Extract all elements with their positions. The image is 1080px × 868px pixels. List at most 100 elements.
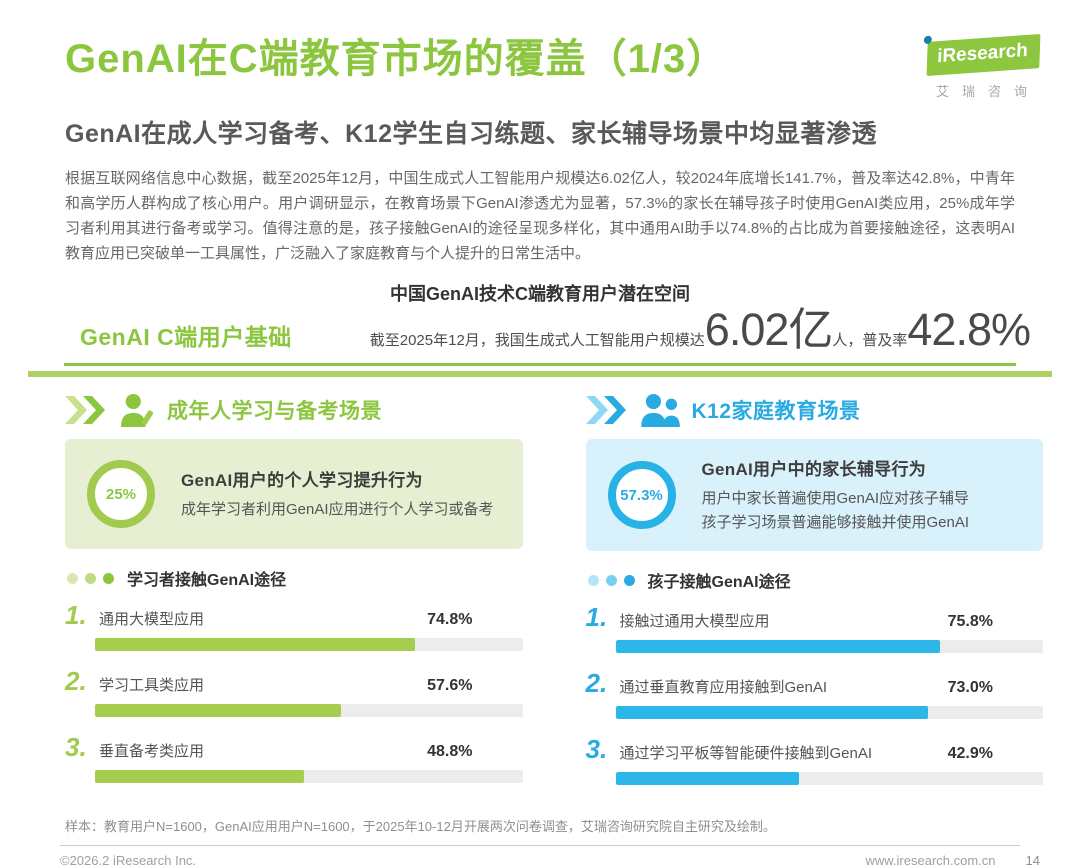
brand-logo: iResearch 艾瑞咨询	[923, 33, 1040, 100]
stat-circle: 57.3%	[607, 461, 676, 529]
item-top: 1. 通用大模型应用 74.8%	[65, 600, 523, 631]
item-value: 73.0%	[947, 679, 993, 696]
item-top: 2. 通过垂直教育应用接触到GenAI 73.0%	[586, 668, 1044, 699]
list-dot-icon	[103, 572, 114, 584]
bar-track	[615, 640, 1043, 653]
double-chevron-icon	[65, 396, 105, 424]
bar-fill	[95, 638, 415, 651]
panel-k12-family: K12家庭教育场景 57.3% GenAI用户中的家长辅导行为 用户中家长普遍使…	[585, 393, 1044, 800]
card-line: 用户中家长普遍使用GenAI应对孩子辅导	[701, 490, 970, 507]
item-value: 57.6%	[427, 677, 473, 694]
item-label: 通过学习平板等智能硬件接触到GenAI	[619, 745, 873, 762]
item-value: 74.8%	[427, 611, 473, 628]
footer-row: ©2026.2 iResearch Inc. www.iresearch.com…	[0, 846, 1080, 868]
item-top: 3. 垂直备考类应用 48.8%	[65, 732, 523, 763]
item-rank: 2.	[585, 668, 608, 698]
item-label: 通用大模型应用	[99, 611, 205, 628]
bar-fill	[95, 704, 342, 717]
logo-dot-icon	[923, 35, 932, 45]
stat-card: 57.3% GenAI用户中的家长辅导行为 用户中家长普遍使用GenAI应对孩子…	[585, 439, 1043, 551]
page-subtitle: GenAI在成人学习备考、K12学生自习练题、家长辅导场景中均显著渗透	[65, 120, 877, 148]
card-text: GenAI用户中的家长辅导行为 用户中家长普遍使用GenAI应对孩子辅导 孩子学…	[702, 455, 1026, 535]
bar-track	[95, 770, 523, 783]
card-text: GenAI用户的个人学习提升行为 成年学习者利用GenAI应用进行个人学习或备考	[181, 466, 505, 522]
adult-learner-icon	[121, 393, 154, 427]
bar-track	[615, 706, 1043, 719]
panel-title: K12家庭教育场景	[691, 400, 861, 423]
list-dot-icon	[85, 572, 96, 584]
double-chevron-icon	[585, 396, 626, 424]
bar-fill	[615, 706, 928, 719]
item-label: 通过垂直教育应用接触到GenAI	[619, 679, 828, 696]
divider-thick	[28, 371, 1052, 377]
item-label: 学习工具类应用	[99, 677, 205, 694]
item-label: 接触过通用大模型应用	[619, 613, 770, 630]
list-header: 学习者接触GenAI途径	[67, 566, 523, 590]
list-dot-icon	[605, 574, 617, 586]
item-value: 75.8%	[947, 613, 993, 630]
item-value: 42.9%	[947, 745, 993, 762]
sample-note: 样本：教育用户N=1600，GenAI应用用户N=1600，于2025年10-1…	[65, 819, 776, 834]
list-header: 孩子接触GenAI途径	[587, 568, 1044, 592]
page-title: GenAI在C端教育市场的覆盖（1/3）	[65, 37, 728, 81]
panel-header: K12家庭教育场景	[585, 393, 1044, 427]
item-top: 1. 接触过通用大模型应用 75.8%	[586, 602, 1044, 633]
chart-title: 中国GenAI技术C端教育用户潜在空间	[389, 284, 690, 304]
list-item: 3. 通过学习平板等智能硬件接触到GenAI 42.9%	[586, 734, 1044, 785]
list-title: 学习者接触GenAI途径	[127, 572, 287, 589]
list-title: 孩子接触GenAI途径	[647, 574, 791, 591]
header-row: GenAI在C端教育市场的覆盖（1/3） iResearch 艾瑞咨询	[0, 0, 1080, 100]
item-rank: 3.	[585, 734, 608, 764]
family-users-icon	[640, 393, 680, 427]
bar-track	[615, 772, 1043, 785]
stat-users-value: 6.02亿	[704, 304, 834, 355]
item-value: 48.8%	[427, 743, 473, 760]
list-item: 1. 接触过通用大模型应用 75.8%	[586, 602, 1044, 653]
item-rank: 1.	[585, 602, 608, 632]
card-title: GenAI用户的个人学习提升行为	[181, 471, 423, 490]
page-number: 14	[1025, 853, 1040, 868]
stat-penetration-value: 42.8%	[907, 304, 1031, 355]
item-top: 3. 通过学习平板等智能硬件接触到GenAI 42.9%	[586, 734, 1044, 765]
stat-prefix: 截至2025年12月，我国生成式人工智能用户规模达	[369, 332, 705, 349]
card-title: GenAI用户中的家长辅导行为	[701, 460, 927, 479]
list-dot-icon	[623, 574, 635, 586]
bar-fill	[615, 640, 940, 653]
list-item: 3. 垂直备考类应用 48.8%	[65, 732, 523, 783]
item-rank: 2.	[65, 666, 87, 696]
card-line: 成年学习者利用GenAI应用进行个人学习或备考	[181, 501, 494, 518]
divider-thin	[64, 363, 1016, 366]
panel-adult-learning: 成年人学习与备考场景 25% GenAI用户的个人学习提升行为 成年学习者利用G…	[65, 393, 523, 800]
bar-track	[95, 704, 523, 717]
stat-mid-text: 人，普及率	[832, 332, 908, 349]
intro-paragraph: 根据互联网络信息中心数据，截至2025年12月，中国生成式人工智能用户规模达6.…	[65, 170, 1015, 262]
item-rank: 1.	[65, 600, 87, 630]
list-dot-icon	[587, 574, 599, 586]
stat-card: 25% GenAI用户的个人学习提升行为 成年学习者利用GenAI应用进行个人学…	[65, 439, 523, 549]
list-dot-icon	[67, 572, 78, 584]
item-top: 2. 学习工具类应用 57.6%	[65, 666, 523, 697]
content-columns: 成年人学习与备考场景 25% GenAI用户的个人学习提升行为 成年学习者利用G…	[0, 377, 1080, 800]
user-base-stat-row: GenAI C端用户基础 截至2025年12月，我国生成式人工智能用户规模达 6…	[0, 304, 1080, 355]
list-item: 2. 学习工具类应用 57.6%	[65, 666, 523, 717]
bar-fill	[615, 772, 799, 785]
stat-cluster: 截至2025年12月，我国生成式人工智能用户规模达 6.02亿 人，普及率 42…	[369, 304, 1031, 355]
bar-fill	[95, 770, 304, 783]
user-base-label: GenAI C端用户基础	[80, 324, 292, 350]
copyright-text: ©2026.2 iResearch Inc.	[60, 853, 197, 868]
item-rank: 3.	[65, 732, 87, 762]
bar-track	[95, 638, 523, 651]
footer-right: www.iresearch.com.cn 14	[865, 853, 1040, 868]
iresearch-logo-icon: iResearch	[923, 33, 1040, 77]
stat-circle: 25%	[87, 460, 155, 528]
panel-header: 成年人学习与备考场景	[65, 393, 523, 427]
logo-brand-cn: 艾瑞咨询	[935, 84, 1040, 99]
panel-title: 成年人学习与备考场景	[167, 400, 382, 423]
logo-brand-text: iResearch	[936, 39, 1028, 68]
website-text: www.iresearch.com.cn	[865, 853, 996, 868]
list-item: 1. 通用大模型应用 74.8%	[65, 600, 523, 651]
list-item: 2. 通过垂直教育应用接触到GenAI 73.0%	[586, 668, 1044, 719]
item-label: 垂直备考类应用	[99, 743, 205, 760]
card-line: 孩子学习场景普遍能够接触并使用GenAI	[701, 514, 970, 531]
